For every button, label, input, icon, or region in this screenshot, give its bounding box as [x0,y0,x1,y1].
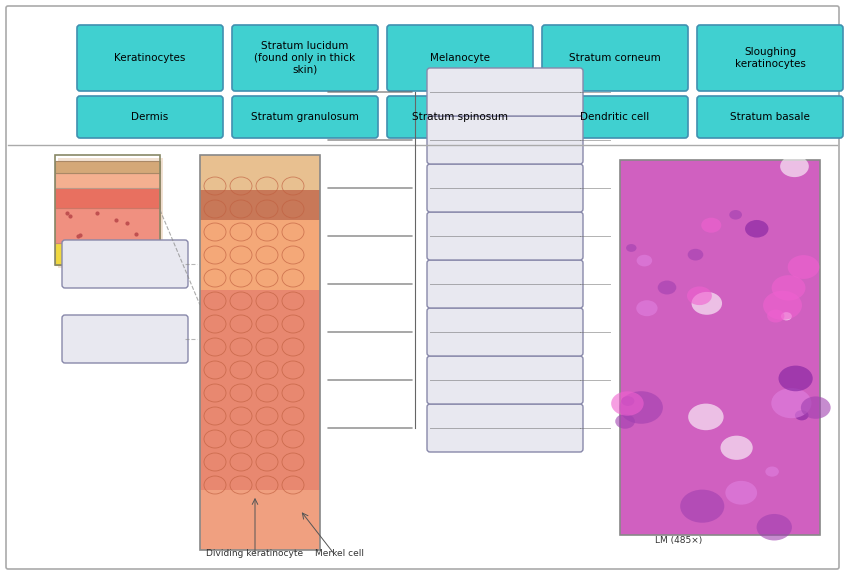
Ellipse shape [744,220,767,237]
Ellipse shape [687,249,702,260]
Text: Stratum lucidum
(found only in thick
skin): Stratum lucidum (found only in thick ski… [254,41,355,75]
FancyBboxPatch shape [387,96,533,138]
Ellipse shape [686,286,711,305]
Ellipse shape [728,210,741,220]
Ellipse shape [800,396,830,419]
Text: Stratum granulosum: Stratum granulosum [251,112,359,122]
Bar [200,190,320,220]
Ellipse shape [679,490,723,523]
Ellipse shape [636,300,657,316]
Ellipse shape [720,436,752,460]
FancyBboxPatch shape [696,25,842,91]
FancyBboxPatch shape [232,25,377,91]
Text: Sloughing
keratinocytes: Sloughing keratinocytes [733,47,804,69]
Bar [200,290,320,490]
Text: LM (485×): LM (485×) [654,536,701,545]
Ellipse shape [766,309,783,323]
FancyBboxPatch shape [426,404,582,452]
Ellipse shape [787,255,819,279]
FancyBboxPatch shape [6,6,838,569]
Bar [200,220,320,290]
Ellipse shape [724,481,756,505]
FancyBboxPatch shape [387,25,533,91]
Bar [55,161,160,173]
Bar [200,155,320,190]
Bar [55,155,160,265]
Bar [200,155,320,550]
FancyBboxPatch shape [426,212,582,260]
Bar [58,158,163,268]
FancyBboxPatch shape [62,315,187,363]
Ellipse shape [762,291,801,320]
Bar [55,188,160,208]
Bar [55,208,160,243]
Ellipse shape [765,466,778,477]
FancyBboxPatch shape [232,96,377,138]
Text: Stratum basale: Stratum basale [729,112,809,122]
Ellipse shape [701,218,721,233]
FancyBboxPatch shape [696,96,842,138]
FancyBboxPatch shape [426,308,582,356]
FancyBboxPatch shape [62,240,187,288]
Ellipse shape [687,404,722,430]
FancyBboxPatch shape [426,68,582,116]
FancyBboxPatch shape [426,164,582,212]
Ellipse shape [771,388,810,418]
Ellipse shape [690,292,722,315]
FancyBboxPatch shape [426,356,582,404]
Ellipse shape [779,156,808,177]
Text: Stratum spinosum: Stratum spinosum [412,112,507,122]
Ellipse shape [620,396,634,406]
Ellipse shape [610,392,643,416]
FancyBboxPatch shape [541,96,687,138]
Text: Merkel cell: Merkel cell [315,549,364,558]
Ellipse shape [755,514,791,540]
Ellipse shape [771,275,804,301]
Text: Dermis: Dermis [131,112,169,122]
Text: Stratum corneum: Stratum corneum [569,53,660,63]
Ellipse shape [780,312,791,320]
Ellipse shape [619,391,662,424]
Ellipse shape [636,255,652,266]
Ellipse shape [777,366,812,391]
Ellipse shape [614,414,634,429]
Text: Melanocyte: Melanocyte [430,53,490,63]
Ellipse shape [794,410,808,420]
FancyBboxPatch shape [541,25,687,91]
Text: Dividing keratinocyte: Dividing keratinocyte [206,549,303,558]
Bar [200,490,320,550]
FancyBboxPatch shape [77,25,223,91]
Bar [619,160,819,535]
Bar [8,8,836,145]
Ellipse shape [657,281,675,294]
Text: Dendritic cell: Dendritic cell [580,112,649,122]
FancyBboxPatch shape [77,96,223,138]
Ellipse shape [625,244,636,252]
FancyBboxPatch shape [426,260,582,308]
Bar [55,243,160,265]
Text: Keratinocytes: Keratinocytes [114,53,186,63]
FancyBboxPatch shape [426,116,582,164]
Bar [55,173,160,188]
